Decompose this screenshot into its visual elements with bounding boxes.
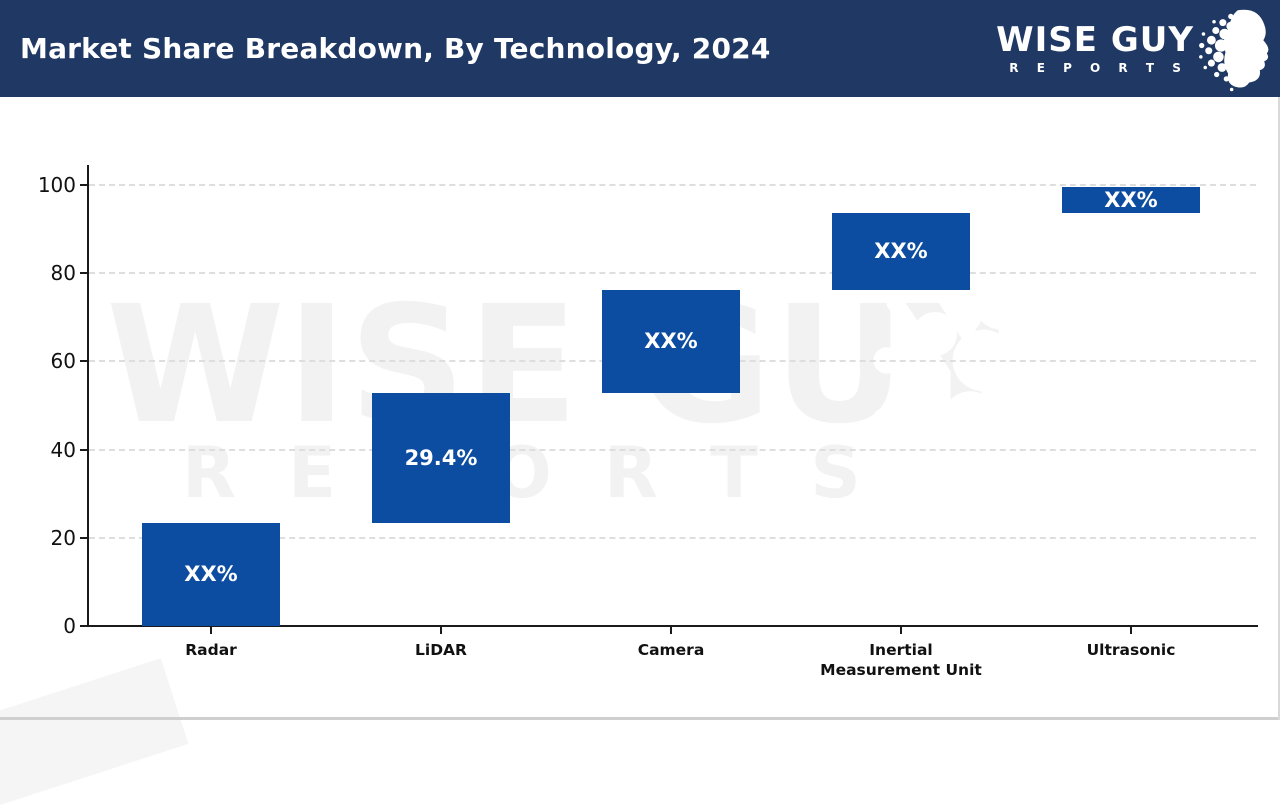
- brand-logo-text: WISE GUY R E P O R T S: [996, 20, 1194, 75]
- category-label: Inertial Measurement Unit: [820, 641, 982, 680]
- y-tick-mark: [80, 536, 88, 539]
- brand-subname: R E P O R T S: [1009, 60, 1188, 75]
- y-tick-mark: [80, 184, 88, 186]
- gridline: [89, 272, 1256, 275]
- waterfall-chart: 0 20 40 60 80 100 XX% 29.4% XX% XX% XX% Radar LiDAR C…: [37, 165, 1258, 680]
- y-tick-label: 0: [63, 614, 76, 638]
- bottom-border: [0, 717, 1280, 720]
- y-tick-label: 60: [50, 349, 76, 374]
- bar-value-label: XX%: [1104, 188, 1158, 213]
- gridline: [89, 536, 1256, 539]
- chart-title: Market Share Breakdown, By Technology, 2…: [20, 32, 771, 65]
- bar-value-label: XX%: [874, 239, 928, 264]
- x-axis-spine: [87, 625, 1258, 627]
- x-tick-mark: [1130, 627, 1132, 634]
- right-border: [1278, 97, 1280, 720]
- header-bar: Market Share Breakdown, By Technology, 2…: [0, 0, 1280, 97]
- brand-logo: WISE GUY R E P O R T S: [996, 4, 1270, 94]
- x-tick-mark: [900, 627, 902, 634]
- gridline: [89, 448, 1256, 451]
- y-tick-mark: [80, 272, 88, 275]
- watermark-text-reports: R E P O R T S: [182, 432, 875, 514]
- y-tick-mark: [80, 448, 88, 451]
- bar-value-label: XX%: [644, 329, 698, 354]
- gridline: [89, 184, 1256, 186]
- bar-value-label: 29.4%: [404, 445, 478, 470]
- y-tick-mark: [80, 360, 88, 363]
- brand-name: WISE GUY: [996, 20, 1194, 61]
- x-tick-mark: [440, 627, 442, 634]
- y-tick-label: 20: [50, 525, 76, 550]
- y-tick-label: 100: [37, 173, 76, 197]
- category-label: Camera: [637, 641, 705, 659]
- x-tick-mark: [210, 627, 212, 634]
- y-axis-spine: [87, 165, 89, 627]
- y-tick-label: 40: [50, 437, 76, 462]
- category-label: LiDAR: [415, 641, 467, 659]
- bar-camera: XX%: [602, 289, 740, 394]
- y-tick-label: 80: [50, 261, 76, 286]
- bar-radar: XX%: [142, 522, 280, 626]
- head-logo-icon: [1199, 9, 1269, 92]
- watermark-text-wiseguy: WISE GUY: [106, 272, 1027, 460]
- y-tick-mark: [80, 625, 88, 627]
- bar-lidar: 29.4%: [372, 393, 510, 523]
- bar-ultrasonic: XX%: [1062, 187, 1200, 214]
- bar-value-label: XX%: [184, 562, 238, 587]
- category-label: Ultrasonic: [1086, 641, 1176, 659]
- category-label: Radar: [185, 641, 237, 659]
- bar-inertial-measurement-unit: XX%: [832, 213, 970, 290]
- x-tick-mark: [670, 627, 672, 634]
